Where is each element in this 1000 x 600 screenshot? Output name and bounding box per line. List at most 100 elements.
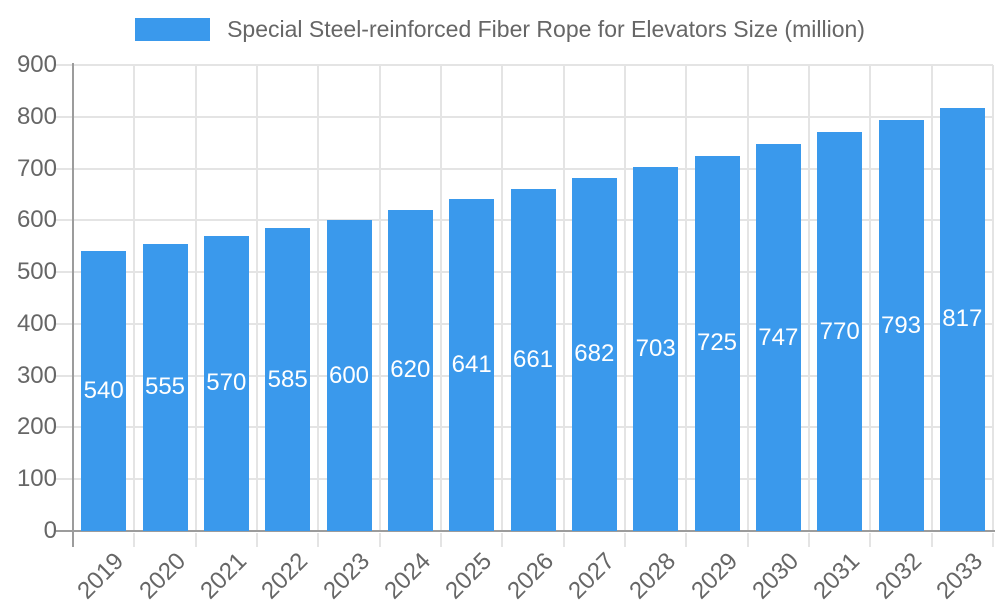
gridline — [562, 65, 565, 531]
x-axis-tick-label: 2028 — [624, 547, 682, 600]
y-axis-tick-label: 500 — [16, 258, 57, 286]
bar-value-label: 600 — [328, 361, 370, 389]
gridline — [73, 64, 993, 66]
legend-series-label: Special Steel-reinforced Fiber Rope for … — [227, 16, 865, 42]
bar-value-label: 585 — [267, 365, 308, 393]
legend-item[interactable]: Special Steel-reinforced Fiber Rope for … — [135, 16, 865, 43]
y-axis-tick — [56, 115, 73, 118]
x-axis-tick — [501, 533, 504, 547]
x-axis-tick-label: 2033 — [931, 547, 989, 600]
x-axis-tick-label: 2020 — [133, 547, 191, 600]
x-axis-tick — [992, 533, 994, 547]
x-axis-tick — [440, 533, 442, 547]
x-axis-tick-label: 2023 — [317, 547, 375, 600]
bar-value-label: 682 — [574, 340, 615, 368]
gridline — [808, 65, 810, 531]
y-axis-tick — [56, 219, 73, 222]
x-axis-tick-label: 2029 — [685, 547, 743, 600]
bar-2032 — [878, 120, 924, 531]
bar-2024 — [387, 209, 433, 531]
chart-legend: Special Steel-reinforced Fiber Rope for … — [0, 16, 1000, 43]
x-axis-tick — [562, 533, 565, 547]
gridline — [869, 65, 872, 531]
x-axis-tick — [685, 533, 688, 547]
bar-2029 — [694, 155, 740, 531]
gridline — [624, 65, 626, 531]
x-axis-tick-label: 2022 — [256, 547, 314, 600]
gridline — [992, 65, 994, 531]
y-axis-tick — [56, 271, 73, 274]
y-axis-tick — [56, 374, 73, 377]
x-axis-tick — [746, 533, 749, 547]
bar-value-label: 661 — [512, 345, 554, 373]
bar-value-label: 817 — [942, 305, 983, 333]
bar-2025 — [449, 199, 495, 531]
x-axis-tick-label: 2019 — [72, 547, 130, 600]
bar-2031 — [817, 132, 863, 531]
y-axis-tick-label: 700 — [16, 154, 57, 182]
bar-2019 — [81, 251, 127, 531]
bar-value-label: 540 — [83, 377, 124, 405]
bar-value-label: 703 — [635, 335, 676, 362]
y-axis-tick-label: 400 — [16, 309, 57, 337]
bar-2030 — [755, 144, 801, 531]
y-axis-tick-label: 300 — [16, 361, 57, 389]
bar-value-label: 570 — [206, 369, 247, 397]
bar-2026 — [510, 188, 556, 531]
bar-2020 — [142, 243, 188, 531]
gridline — [256, 65, 258, 531]
bar-value-label: 770 — [819, 317, 860, 345]
gridline — [685, 65, 688, 531]
x-axis-tick — [256, 533, 258, 547]
bar-2033 — [939, 107, 985, 531]
bar-value-label: 620 — [390, 356, 431, 384]
bar-value-label: 555 — [144, 373, 186, 401]
gridline — [194, 65, 197, 531]
bar-2028 — [633, 167, 679, 531]
gridline — [317, 65, 320, 531]
bar-value-label: 793 — [880, 311, 922, 339]
y-axis-tick — [56, 64, 73, 66]
bar-2027 — [571, 177, 617, 531]
x-axis-tick — [624, 533, 626, 547]
gridline — [73, 167, 993, 170]
x-axis-tick-label: 2030 — [747, 547, 805, 600]
gridline — [746, 65, 749, 531]
x-axis-tick-label: 2024 — [379, 547, 437, 600]
x-axis-tick — [869, 533, 872, 547]
legend-swatch-icon — [135, 18, 211, 41]
y-axis-tick-label: 600 — [16, 206, 57, 234]
y-axis-tick — [56, 478, 73, 481]
y-axis-tick-label: 800 — [16, 102, 57, 130]
y-axis-tick — [56, 167, 73, 170]
y-axis-tick-label: 200 — [16, 413, 57, 441]
y-axis-tick-label: 0 — [43, 517, 57, 544]
x-axis-tick — [194, 533, 197, 547]
x-axis-tick-label: 2021 — [195, 547, 253, 600]
gridline — [378, 65, 381, 531]
x-axis-tick-label: 2027 — [563, 547, 621, 600]
bar-2021 — [203, 235, 249, 531]
x-axis-tick — [317, 533, 320, 547]
x-axis-tick-label: 2031 — [808, 547, 866, 600]
gridline — [133, 65, 136, 531]
gridline — [73, 115, 993, 118]
y-axis-line — [72, 63, 74, 547]
gridline — [440, 65, 442, 531]
x-axis-line — [56, 530, 995, 532]
bar-value-label: 641 — [451, 351, 492, 379]
x-axis-tick — [378, 533, 381, 547]
x-axis-tick-label: 2032 — [869, 547, 927, 600]
x-axis-tick-label: 2026 — [501, 547, 559, 600]
bar-2023 — [326, 220, 372, 531]
bar-2022 — [265, 228, 311, 531]
y-axis-tick — [56, 426, 73, 429]
x-axis-tick — [930, 533, 933, 547]
y-axis-tick-label: 100 — [16, 465, 57, 493]
x-axis-tick — [808, 533, 810, 547]
y-axis-tick-label: 900 — [16, 51, 57, 78]
y-axis-tick — [56, 322, 73, 325]
bar-value-label: 725 — [696, 329, 738, 357]
bar-value-label: 747 — [758, 323, 799, 351]
